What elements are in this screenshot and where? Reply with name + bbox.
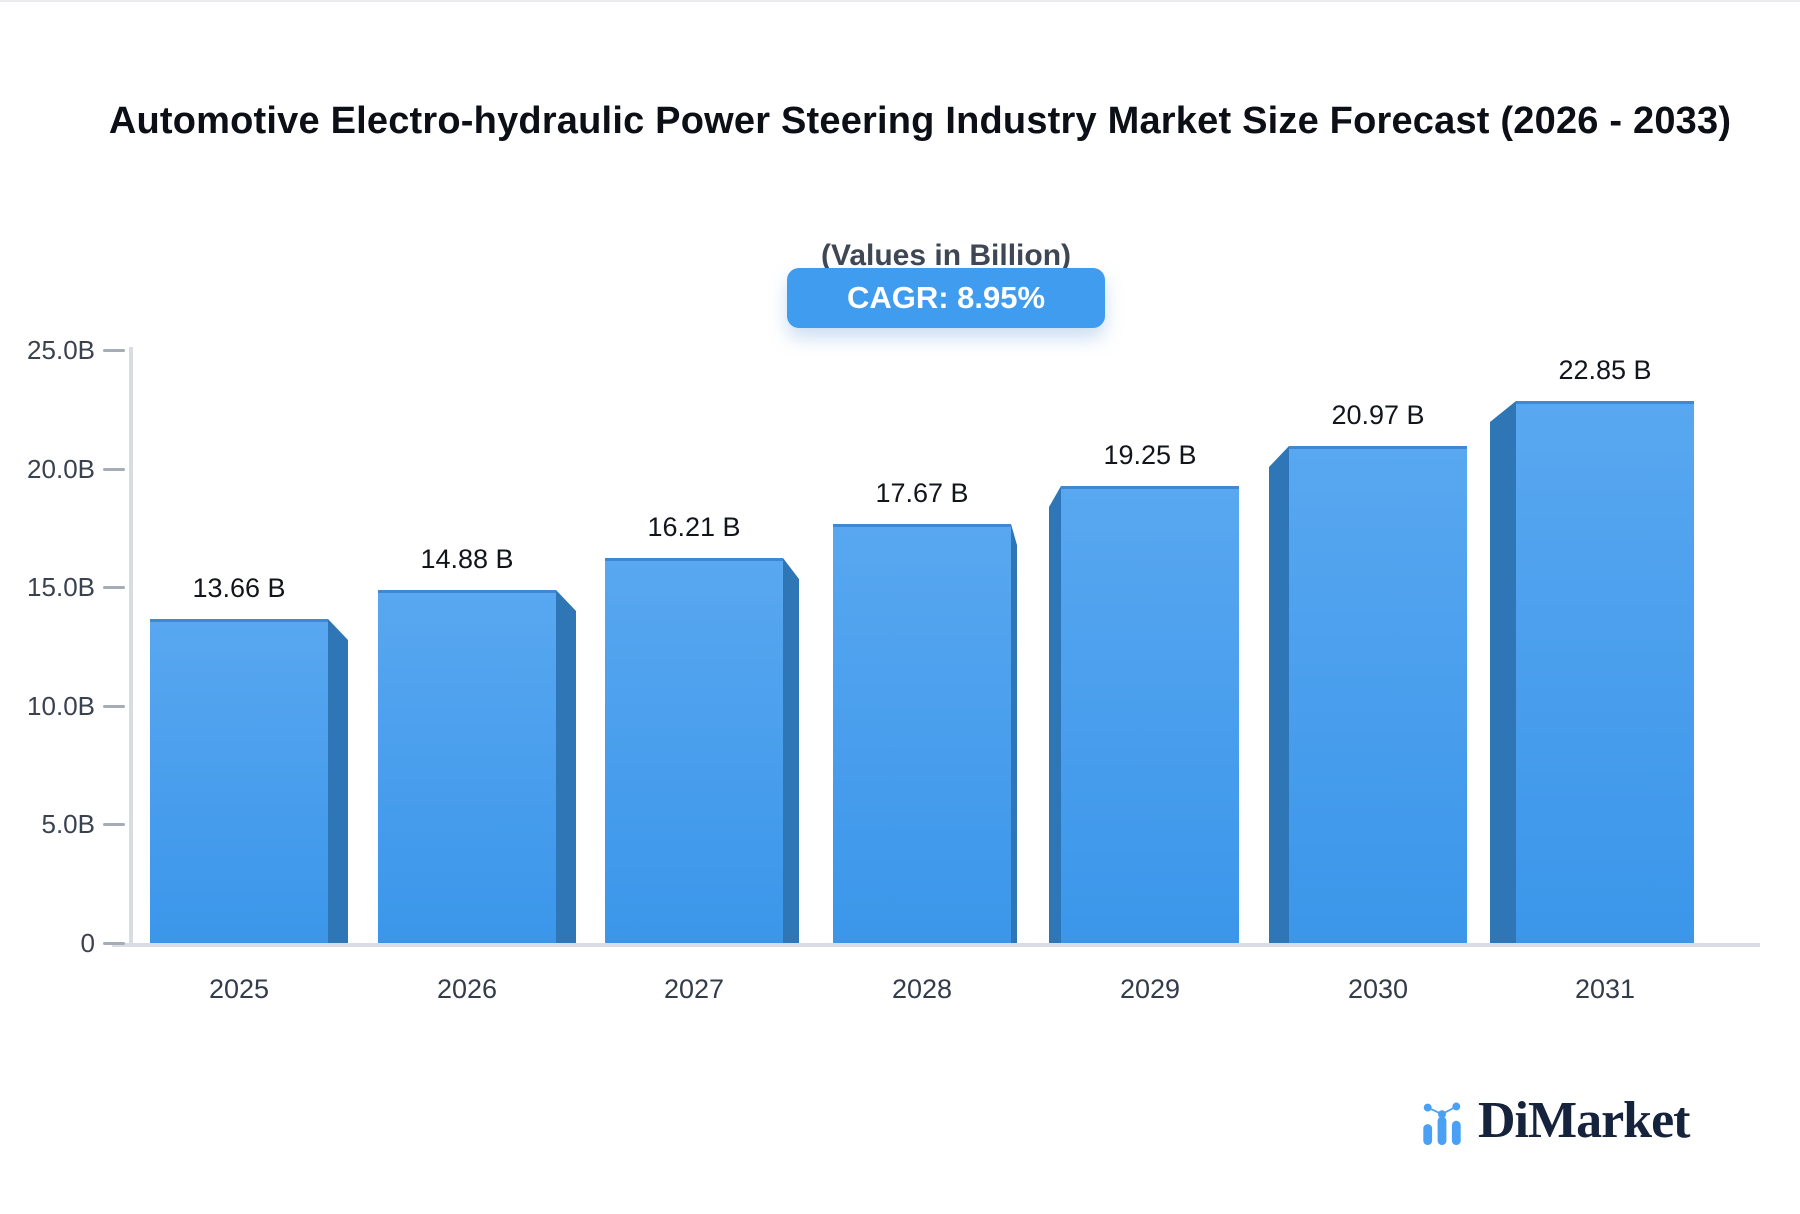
y-tick-dash — [103, 942, 125, 945]
y-tick-label: 25.0B — [27, 335, 95, 365]
y-tick-label: 5.0B — [41, 809, 96, 840]
x-tick-label: 2028 — [891, 974, 953, 1004]
x-tick-label: 2027 — [663, 974, 725, 1004]
y-tick-label: 10.0B — [27, 690, 95, 721]
bar-value-label: 14.88 B — [420, 544, 514, 574]
bar-value-label: 20.97 B — [1331, 400, 1425, 430]
bar-2029[interactable] — [1061, 486, 1239, 943]
y-tick-dash — [103, 349, 125, 352]
dimarket-logo[interactable]: DiMarket — [1420, 1092, 1690, 1149]
bar-side-2029 — [1049, 486, 1061, 943]
x-tick-label: 2031 — [1574, 974, 1636, 1004]
chart-title: Automotive Electro-hydraulic Power Steer… — [108, 100, 1732, 142]
dimarket-logo-text: DiMarket — [1478, 1092, 1690, 1149]
bar-2028[interactable] — [833, 524, 1011, 943]
bar-value-label: 17.67 B — [875, 478, 969, 508]
chart-subtitle: (Values in Billion) — [820, 239, 1072, 272]
bar-side-2031 — [1490, 401, 1516, 943]
cagr-badge: CAGR: 8.95% — [787, 268, 1105, 328]
bar-2025[interactable] — [150, 619, 328, 943]
y-tick-dash — [103, 467, 125, 471]
bar-value-label: 16.21 B — [647, 512, 741, 542]
bar-2030[interactable] — [1289, 446, 1467, 943]
bar-2026[interactable] — [378, 590, 556, 943]
bar-value-label: 13.66 B — [192, 573, 286, 603]
x-tick-label: 2026 — [436, 974, 498, 1004]
y-tick-dash — [103, 586, 125, 590]
bar-side-2030 — [1269, 446, 1289, 943]
y-tick-label: 0 — [80, 928, 95, 958]
bar-side-2025 — [328, 619, 348, 943]
y-tick-dash — [103, 823, 125, 827]
x-axis-line — [112, 943, 1760, 947]
bar-side-2027 — [783, 558, 799, 943]
x-tick-label: 2029 — [1119, 974, 1181, 1004]
bar-side-2028 — [1011, 524, 1017, 943]
y-tick-label: 15.0B — [27, 572, 95, 603]
y-tick-label: 20.0B — [27, 453, 95, 484]
bar-2031[interactable] — [1516, 401, 1694, 943]
y-axis-line — [129, 347, 133, 947]
bar-side-2026 — [556, 590, 576, 943]
cagr-badge-label: CAGR: 8.95% — [846, 280, 1046, 315]
y-tick-dash — [103, 704, 125, 708]
x-tick-label: 2025 — [208, 974, 270, 1004]
bar-2027[interactable] — [605, 558, 783, 943]
dimarket-logo-icon — [1423, 1102, 1461, 1145]
x-tick-label: 2030 — [1347, 974, 1409, 1004]
bar-value-label: 19.25 B — [1103, 440, 1197, 470]
bar-value-label: 22.85 B — [1558, 355, 1652, 385]
